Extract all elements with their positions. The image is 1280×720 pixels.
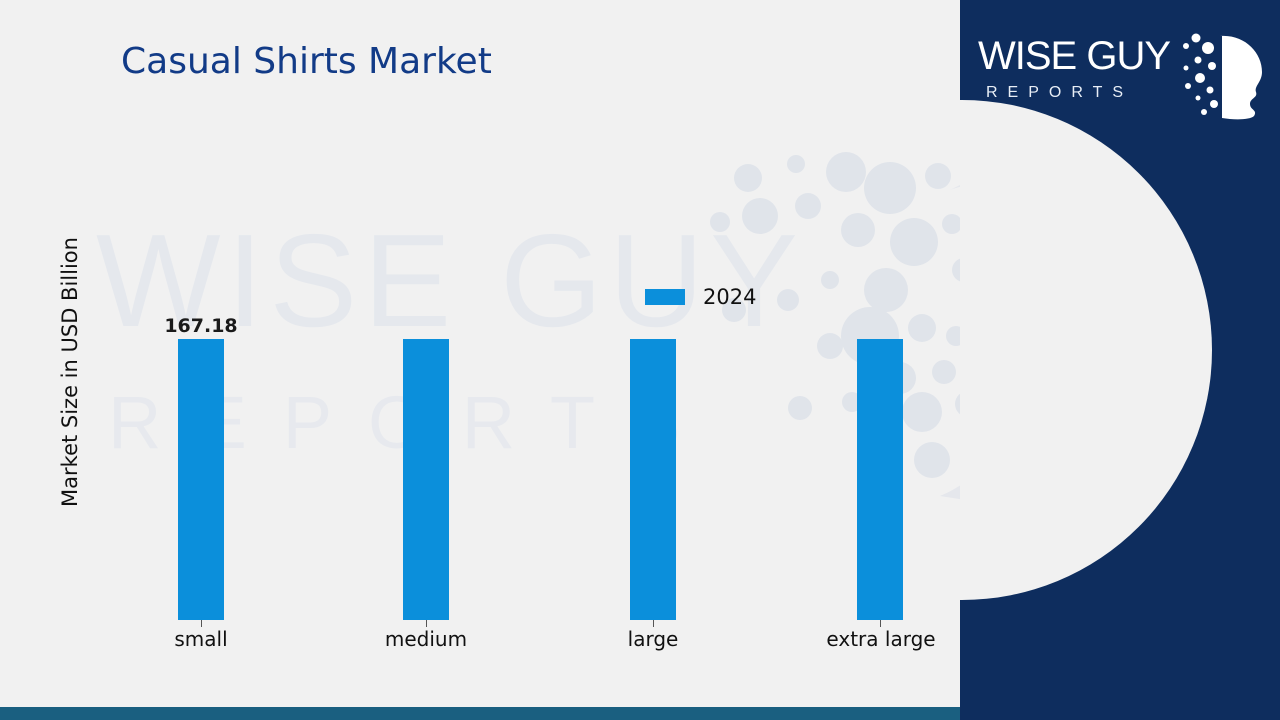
- brand-logo: WISE GUY REPORTS: [978, 32, 1268, 120]
- x-tick-large: [653, 620, 654, 627]
- plot-area: 167.18 small medium large extra large: [110, 150, 940, 651]
- bar-medium[interactable]: [403, 339, 449, 620]
- legend-swatch-2024: [645, 289, 685, 305]
- y-axis-label: Market Size in USD Billion: [58, 237, 82, 507]
- x-tick-extra-large: [880, 620, 881, 627]
- logo-wordmark: WISE GUY: [978, 34, 1171, 78]
- legend-label-2024: 2024: [703, 285, 757, 309]
- logo-head-profile-icon: [1183, 33, 1262, 120]
- bottom-accent-bar: [0, 707, 960, 720]
- logo-subtitle: REPORTS: [986, 84, 1134, 101]
- x-axis-label-extra-large: extra large: [826, 627, 936, 651]
- brand-panel: [960, 0, 1280, 720]
- bar-value-small: 167.18: [164, 315, 238, 337]
- bar-small[interactable]: [178, 339, 224, 620]
- bar-extra-large[interactable]: [857, 339, 903, 620]
- x-axis-label-small: small: [174, 627, 228, 651]
- chart: Market Size in USD Billion 167.18 small …: [58, 150, 940, 651]
- page-title: Casual Shirts Market: [121, 41, 492, 82]
- bar-large[interactable]: [630, 339, 676, 620]
- x-axis-label-large: large: [627, 627, 679, 651]
- x-tick-small: [201, 620, 202, 627]
- x-tick-medium: [426, 620, 427, 627]
- chart-legend: 2024: [645, 285, 756, 309]
- x-axis-label-medium: medium: [384, 627, 468, 651]
